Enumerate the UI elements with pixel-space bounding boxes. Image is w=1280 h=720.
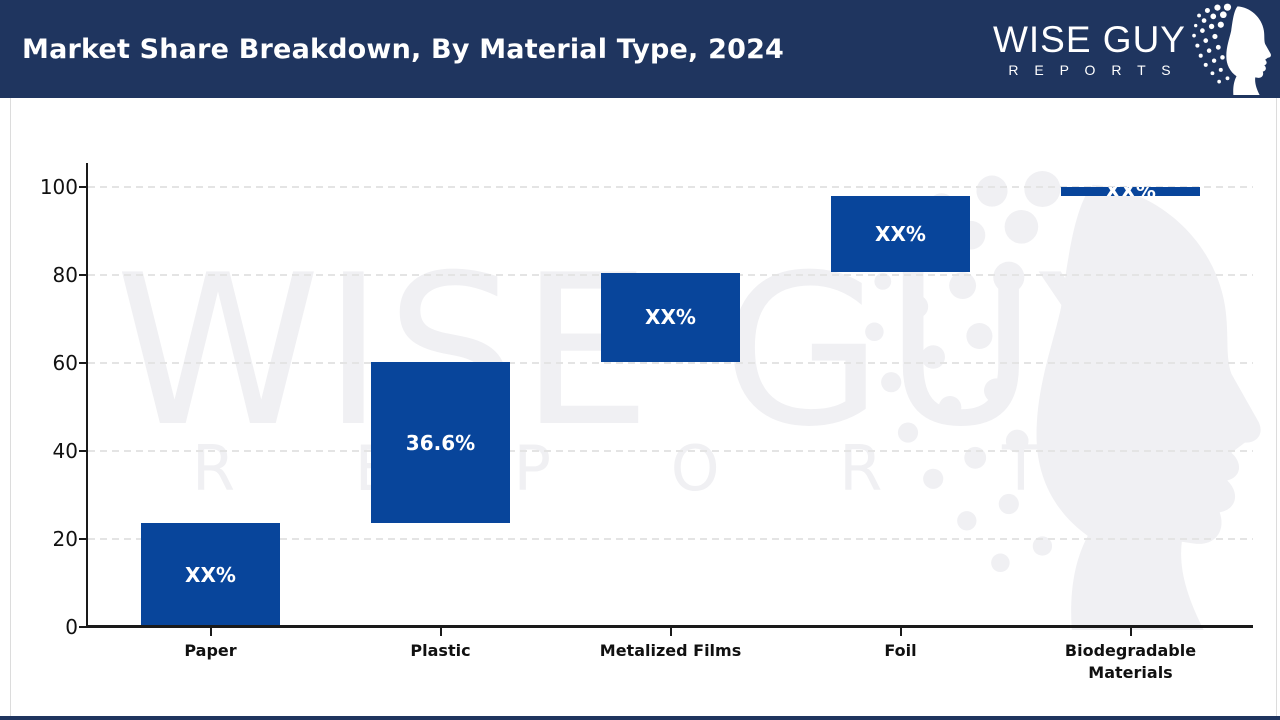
page-border-left	[10, 98, 11, 716]
wise-guy-face-icon	[1192, 3, 1271, 95]
y-tick-label-0: 0	[65, 615, 78, 639]
header: Market Share Breakdown, By Material Type…	[0, 0, 1280, 98]
page-title: Market Share Breakdown, By Material Type…	[22, 33, 785, 65]
y-tick-60	[79, 362, 87, 365]
x-category-label: Plastic	[410, 641, 471, 660]
gridline-40	[88, 450, 1253, 453]
y-tick-label-20: 20	[52, 527, 78, 552]
bar-metalized-films: XX%	[601, 272, 740, 363]
bar-paper: XX%	[141, 523, 280, 627]
y-tick-label-60: 60	[52, 351, 78, 376]
x-tick-3	[899, 628, 902, 636]
bar-value-label: XX%	[1061, 187, 1200, 195]
x-category-label: Biodegradable Materials	[1064, 641, 1197, 682]
y-tick-label-80: 80	[52, 263, 78, 288]
bar-value-label: XX%	[875, 222, 926, 246]
y-tick-40	[79, 450, 87, 453]
y-axis-line	[86, 163, 88, 628]
bar-value-label: XX%	[645, 305, 696, 330]
y-tick-label-40: 40	[52, 439, 78, 464]
y-tick-80	[79, 274, 87, 277]
gridline-60	[88, 362, 1253, 365]
logo-wordmark: WISE GUY	[992, 18, 1186, 60]
bar-plastic: 36.6%	[371, 362, 510, 524]
bar-foil: XX%	[831, 195, 970, 273]
wise-guy-logo: WISE GUY R E P O R T S	[993, 0, 1272, 98]
y-tick-label-100: 100	[39, 175, 78, 200]
bar-biodegradable-materials: XX%	[1061, 187, 1200, 196]
footer-bar	[0, 716, 1280, 720]
y-tick-20	[79, 538, 87, 541]
gridline-100	[88, 186, 1253, 189]
x-category-label: Metalized Films	[599, 641, 742, 660]
x-tick-2	[669, 628, 672, 636]
page-border-right	[1276, 98, 1277, 716]
bar-value-label: XX%	[185, 563, 236, 588]
y-tick-0	[79, 626, 87, 628]
logo-text: WISE GUY R E P O R T S	[993, 21, 1186, 78]
x-category-label: Paper	[184, 641, 237, 660]
x-axis-line	[86, 625, 1253, 628]
gridline-20	[88, 538, 1253, 541]
x-tick-4	[1129, 628, 1132, 636]
bar-value-label: 36.6%	[405, 430, 476, 455]
x-category-label: Foil	[884, 641, 917, 660]
x-tick-1	[439, 628, 442, 636]
watermark-tagline: R E P O R T S	[192, 432, 1249, 505]
logo-tagline: R E P O R T S	[1008, 61, 1177, 78]
y-tick-100	[79, 186, 87, 189]
x-tick-0	[209, 628, 212, 636]
